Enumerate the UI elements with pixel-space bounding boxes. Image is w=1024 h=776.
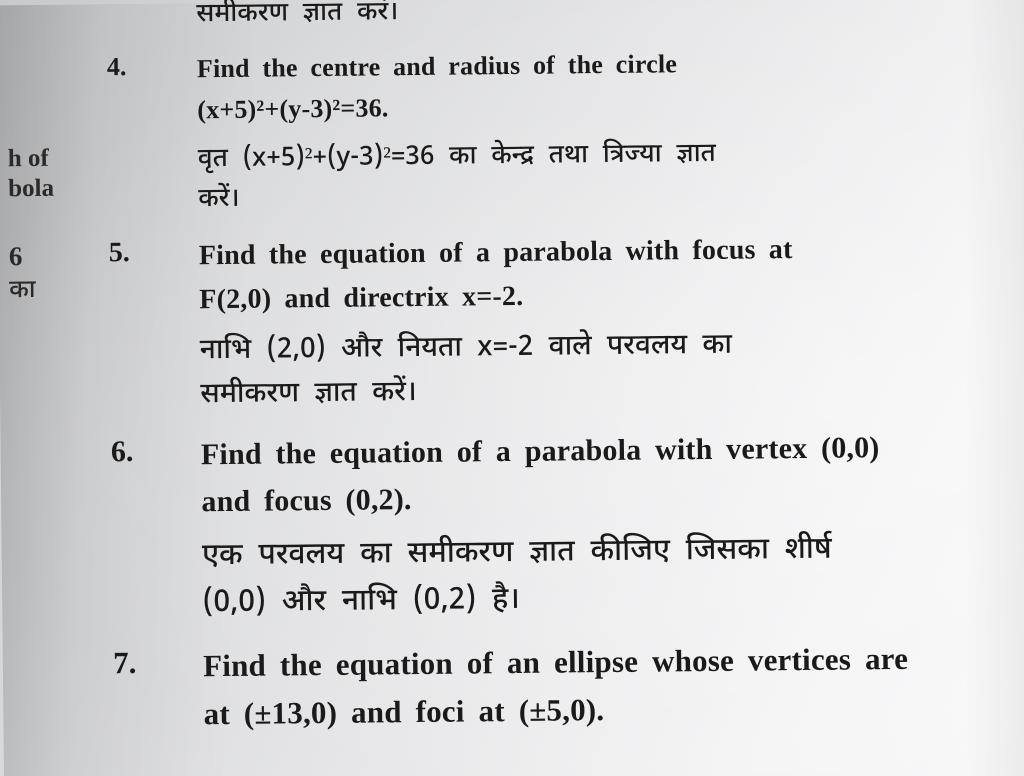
q4-number: 4. (87, 46, 197, 83)
q6-hi-line1: एक परवलय का समीकरण ज्ञात कीजिए जिसका शीर… (202, 527, 996, 582)
question-4: 4. Find the centre and radius of the cir… (7, 37, 993, 222)
q7-number: 7. (93, 638, 203, 681)
margin-ka-text: का (9, 276, 36, 308)
margin-h-of-text: h of (8, 145, 49, 172)
partial-top-hindi: समीकरण ज्ञात करं। (196, 0, 990, 36)
q7-en-line2: at (±13,0) and foci at (±5,0). (203, 682, 997, 738)
question-7: 7. Find the equation of an ellipse whose… (13, 630, 998, 740)
q6-en-line2: and focus (0,2). (201, 470, 995, 525)
q4-hi-line2: करें। (198, 172, 992, 221)
q5-hi-line2: समीकरण ज्ञात करें। (200, 367, 994, 419)
page-content: समीकरण ज्ञात करं। 4. Find the centre and… (0, 0, 1024, 750)
question-6: 6. Find the equation of a parabola with … (11, 420, 997, 630)
q6-en-line1: Find the equation of a parabola with ver… (201, 424, 995, 479)
q6-number: 6. (91, 428, 201, 469)
margin-six-text: 6 (9, 242, 23, 272)
q7-en-line1: Find the equation of an ellipse whose ve… (203, 634, 997, 690)
margin-label-h-of: h of bola (8, 137, 89, 204)
margin-bola-text: bola (8, 175, 54, 202)
q5-number: 5. (89, 231, 199, 270)
q4-en-line2: (x+5)²+(y-3)²=36. (197, 82, 991, 131)
q6-hi-line2: (0,0) और नाभि (0,2) है। (202, 573, 996, 628)
question-5: 6 का 5. Find the equation of a parabola … (9, 222, 995, 420)
partial-top-row: समीकरण ज्ञात करं। (6, 0, 990, 38)
q5-en-line2: F(2,0) and directrix x=-2. (199, 270, 993, 322)
margin-label-6-ka: 6 का (9, 232, 90, 313)
